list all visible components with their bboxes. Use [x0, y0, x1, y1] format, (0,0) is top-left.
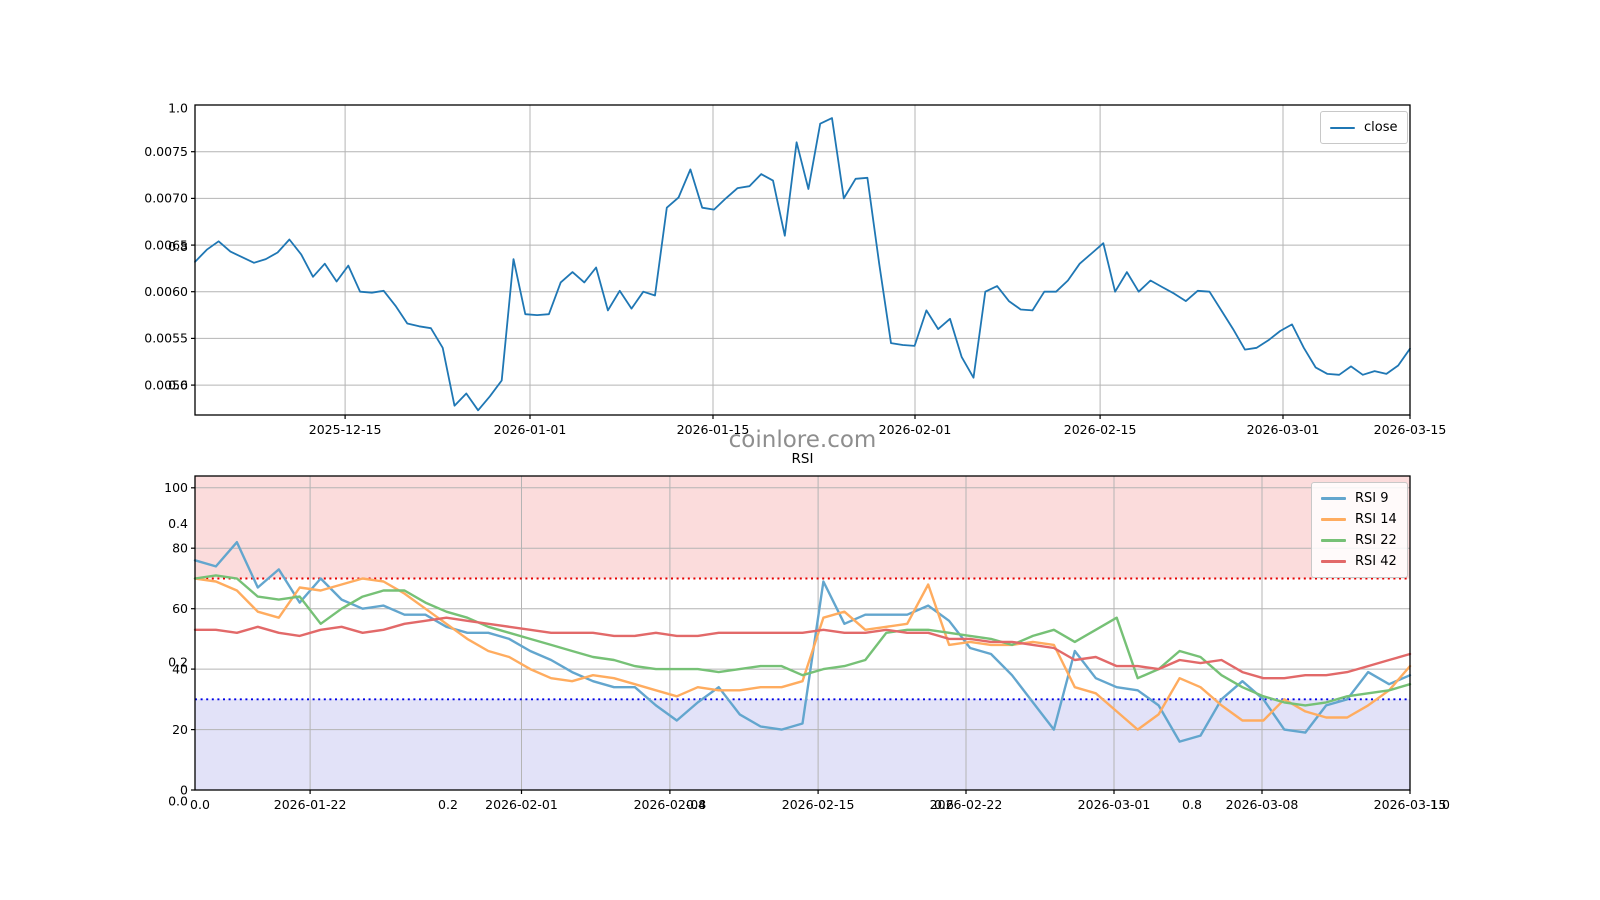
svg-text:0.0075: 0.0075 [144, 144, 188, 159]
svg-text:0.0070: 0.0070 [144, 191, 188, 206]
svg-text:1.0: 1.0 [168, 100, 188, 115]
svg-text:0.8: 0.8 [1182, 797, 1202, 812]
svg-text:2026-02-15: 2026-02-15 [782, 797, 855, 812]
svg-text:2026-02-15: 2026-02-15 [1064, 422, 1137, 437]
svg-text:80: 80 [172, 541, 188, 556]
legend-line-swatch [1321, 560, 1346, 563]
svg-text:0.4: 0.4 [168, 516, 188, 531]
svg-text:2026-01-01: 2026-01-01 [494, 422, 567, 437]
svg-text:2026-03-15: 2026-03-15 [1374, 797, 1447, 812]
svg-text:2026-03-01: 2026-03-01 [1247, 422, 1320, 437]
svg-text:1.0: 1.0 [1430, 797, 1450, 812]
svg-text:2026-03-01: 2026-03-01 [1078, 797, 1151, 812]
svg-text:100: 100 [164, 480, 188, 495]
legend-label: close [1364, 120, 1398, 135]
svg-text:2026-03-08: 2026-03-08 [1226, 797, 1299, 812]
svg-text:0.0050: 0.0050 [144, 377, 188, 392]
legend-item: RSI 42 [1321, 551, 1397, 572]
svg-text:0: 0 [180, 782, 188, 797]
rsi-chart-title: RSI [791, 451, 814, 467]
svg-text:0.2: 0.2 [168, 655, 188, 670]
svg-text:0.0065: 0.0065 [144, 237, 188, 252]
svg-text:20: 20 [172, 722, 188, 737]
svg-text:2026-02-22: 2026-02-22 [930, 797, 1003, 812]
svg-text:2025-12-15: 2025-12-15 [309, 422, 382, 437]
legend-label: RSI 9 [1355, 491, 1389, 506]
legend-label: RSI 14 [1355, 512, 1397, 527]
legend-item: RSI 22 [1321, 530, 1397, 551]
svg-text:2026-01-22: 2026-01-22 [274, 797, 347, 812]
svg-text:2026-02-08: 2026-02-08 [634, 797, 707, 812]
svg-text:60: 60 [172, 601, 188, 616]
svg-text:40: 40 [172, 661, 188, 676]
legend-label: RSI 42 [1355, 554, 1397, 569]
legend-item: RSI 14 [1321, 509, 1397, 530]
svg-text:2026-01-15: 2026-01-15 [677, 422, 750, 437]
legend-close: close [1320, 111, 1409, 144]
svg-text:0.8: 0.8 [168, 239, 188, 254]
legend-item: RSI 9 [1321, 488, 1397, 509]
svg-text:0.2: 0.2 [438, 797, 458, 812]
svg-text:0.0055: 0.0055 [144, 331, 188, 346]
svg-text:0.4: 0.4 [686, 797, 706, 812]
svg-text:2026-03-15: 2026-03-15 [1374, 422, 1447, 437]
legend-item: close [1330, 117, 1397, 138]
legend-line-swatch [1321, 518, 1346, 521]
legend-line-swatch [1321, 539, 1346, 542]
legend-rsi: RSI 9 RSI 14 RSI 22 RSI 42 [1311, 482, 1408, 578]
svg-text:0.6: 0.6 [934, 797, 954, 812]
svg-text:0.6: 0.6 [168, 378, 188, 393]
legend-label: RSI 22 [1355, 533, 1397, 548]
svg-text:2026-02-01: 2026-02-01 [485, 797, 558, 812]
svg-text:0.0: 0.0 [168, 793, 188, 808]
svg-text:2026-02-01: 2026-02-01 [879, 422, 952, 437]
svg-text:0.0060: 0.0060 [144, 284, 188, 299]
legend-line-swatch [1321, 497, 1346, 500]
svg-text:0.0: 0.0 [190, 797, 210, 812]
legend-line-swatch [1330, 126, 1355, 129]
